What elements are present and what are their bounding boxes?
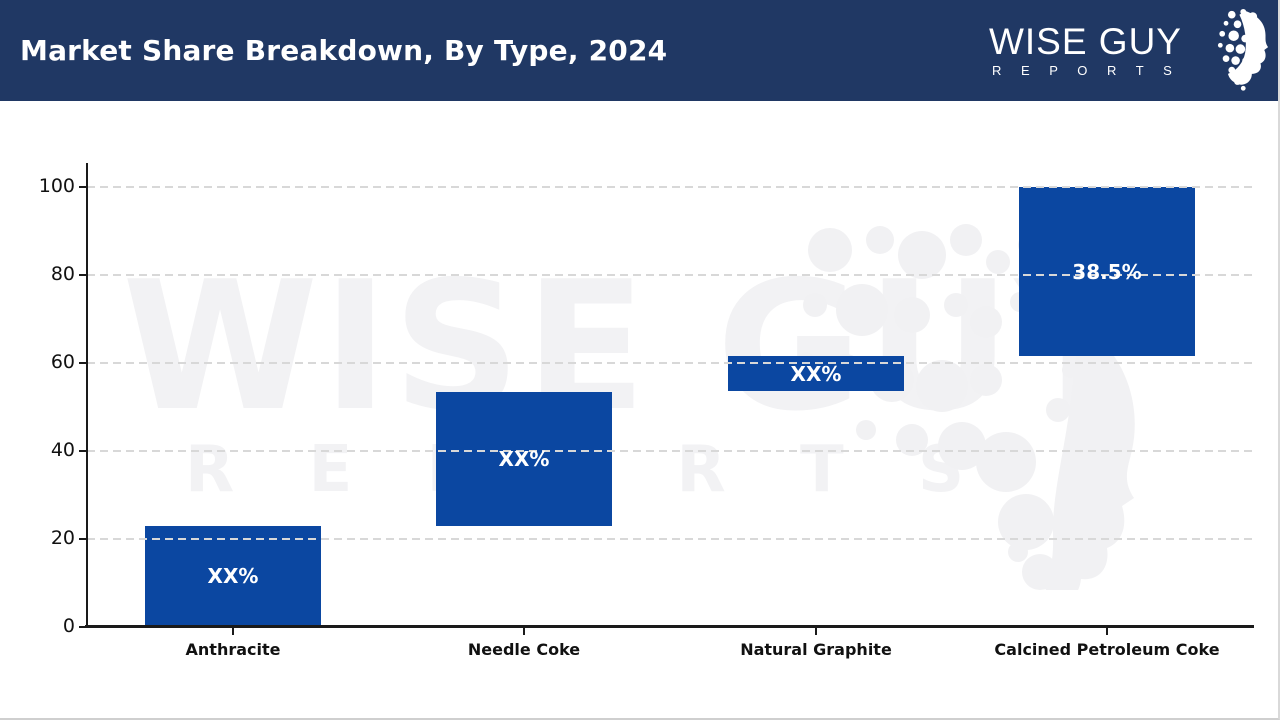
bar-segment [728,356,904,391]
bar-segment [436,392,612,526]
y-gridline [87,538,1253,540]
y-axis-line [86,163,88,628]
bar-value-label: 38.5% [1072,260,1142,284]
y-tick-label: 20 [50,527,75,549]
bar-segment [1019,187,1195,356]
logo-subtitle: R E P O R T S [991,63,1180,78]
x-category-label: Anthracite [185,640,281,659]
page-title: Market Share Breakdown, By Type, 2024 [20,34,668,67]
watermark-wordmark: WISE GUY [122,243,1148,450]
y-gridline [87,186,1253,188]
bar-segment [145,526,321,627]
y-tick-label: 60 [50,351,75,373]
x-category-label: Calcined Petroleum Coke [994,640,1220,659]
x-category-label: Needle Coke [467,640,581,659]
y-gridline [87,450,1253,452]
wise-guy-logo: WISE GUY R E P O R T S [989,7,1270,95]
y-tick-mark [79,274,87,276]
x-tick-mark [232,628,234,635]
y-tick-label: 40 [50,439,75,461]
bar-value-label: XX% [790,362,842,386]
header: Market Share Breakdown, By Type, 2024 WI… [0,0,1278,101]
y-tick-mark [79,538,87,540]
y-gridline [87,274,1253,276]
y-tick-label: 0 [62,615,75,637]
y-tick-label: 80 [50,263,75,285]
x-category-label: Natural Graphite [740,640,892,659]
bar-value-label: XX% [498,447,550,471]
logo-face-icon [1217,8,1269,91]
x-tick-mark [815,628,817,635]
x-tick-mark [523,628,525,635]
y-tick-mark [79,362,87,364]
watermark-face-icon [798,224,1135,590]
y-tick-mark [79,450,87,452]
y-tick-label: 100 [38,175,75,197]
y-tick-mark [79,626,87,628]
x-axis-line [85,625,1254,628]
y-gridline [87,362,1253,364]
logo-wordmark: WISE GUY [988,21,1182,62]
y-tick-mark [79,186,87,188]
x-tick-mark [1106,628,1108,635]
bar-value-label: XX% [207,564,259,588]
